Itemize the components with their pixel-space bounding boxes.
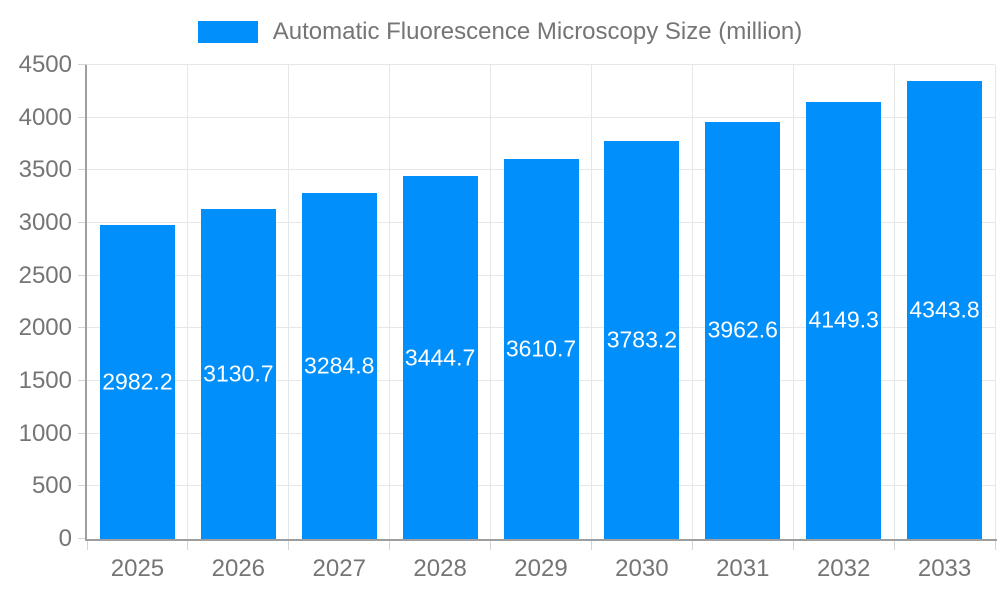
x-axis-label-2028: 2028 (413, 555, 467, 582)
x-axis-label-2030: 2030 (615, 555, 669, 582)
bar-value-label: 2982.2 (102, 368, 173, 395)
y-axis-label: 2000 (18, 314, 72, 342)
x-axis-tick (389, 541, 391, 550)
x-axis-label-2031: 2031 (716, 555, 770, 582)
x-axis-tick (187, 541, 189, 550)
vertical-gridline (893, 65, 895, 539)
bar-2033[interactable]: 4343.8 (907, 81, 983, 539)
vertical-gridline (691, 65, 693, 539)
y-axis-label: 4500 (18, 51, 72, 78)
x-axis-tick (86, 541, 88, 550)
y-axis-tick (78, 485, 87, 487)
x-axis-tick (691, 541, 693, 550)
bar-value-label: 3284.8 (304, 352, 375, 379)
y-axis-tick (78, 380, 87, 381)
x-axis-tick (792, 541, 794, 550)
x-axis-tick (490, 541, 492, 550)
x-axis-tick (288, 541, 290, 550)
vertical-gridline (187, 65, 189, 539)
y-axis-label: 1000 (18, 419, 72, 447)
y-axis-label: 3000 (18, 209, 72, 236)
bar-2029[interactable]: 3610.7 (503, 158, 579, 539)
x-axis-tick (994, 541, 996, 550)
horizontal-gridline (87, 116, 995, 118)
x-axis-line (85, 539, 997, 541)
y-axis-label: 0 (58, 525, 72, 552)
legend-label: Automatic Fluorescence Microscopy Size (… (272, 18, 803, 45)
y-axis-tick (78, 327, 87, 329)
x-axis-tick (590, 541, 592, 550)
bar-2031[interactable]: 3962.6 (705, 121, 781, 539)
bar-2030[interactable]: 3783.2 (604, 140, 680, 539)
legend-swatch (197, 21, 258, 43)
x-axis-label-2025: 2025 (110, 555, 165, 582)
bar-value-label: 4149.3 (808, 306, 879, 333)
vertical-gridline (792, 65, 794, 539)
horizontal-gridline (87, 64, 995, 65)
vertical-gridline (994, 65, 996, 539)
bar-2032[interactable]: 4149.3 (806, 101, 882, 539)
vertical-gridline (288, 65, 290, 539)
bar-value-label: 3444.7 (404, 344, 476, 371)
bar-2025[interactable]: 2982.2 (99, 224, 175, 539)
y-axis-tick (78, 116, 87, 118)
bar-2027[interactable]: 3284.8 (301, 193, 377, 539)
bar-value-label: 3130.7 (203, 360, 274, 387)
y-axis-label: 3500 (18, 156, 72, 184)
x-axis-label-2032: 2032 (816, 555, 871, 582)
x-axis-label-2029: 2029 (514, 555, 568, 582)
y-axis-tick (78, 538, 87, 539)
vertical-gridline (389, 65, 391, 539)
x-axis-tick (893, 541, 895, 550)
x-axis-label-2033: 2033 (917, 555, 972, 582)
bar-value-label: 3783.2 (606, 326, 678, 353)
y-axis-label: 2500 (18, 261, 72, 289)
vertical-gridline (490, 65, 492, 539)
y-axis-tick (78, 432, 87, 434)
y-axis-tick (78, 169, 87, 171)
y-axis-label: 500 (31, 472, 72, 500)
y-axis-tick (78, 222, 87, 223)
y-axis-tick (78, 274, 87, 276)
y-axis-line (85, 65, 87, 539)
vertical-gridline (590, 65, 592, 539)
bar-2026[interactable]: 3130.7 (200, 209, 276, 539)
x-axis-label-2027: 2027 (312, 555, 366, 582)
bar-2028[interactable]: 3444.7 (402, 176, 478, 539)
legend[interactable]: Automatic Fluorescence Microscopy Size (… (0, 18, 1000, 46)
y-axis-tick (78, 64, 87, 65)
bar-value-label: 3962.6 (707, 316, 778, 343)
bar-value-label: 4343.8 (909, 296, 980, 323)
bar-value-label: 3610.7 (505, 335, 577, 362)
y-axis-label: 1500 (18, 367, 72, 394)
x-axis-label-2026: 2026 (211, 555, 266, 582)
y-axis-label: 4000 (18, 103, 72, 131)
